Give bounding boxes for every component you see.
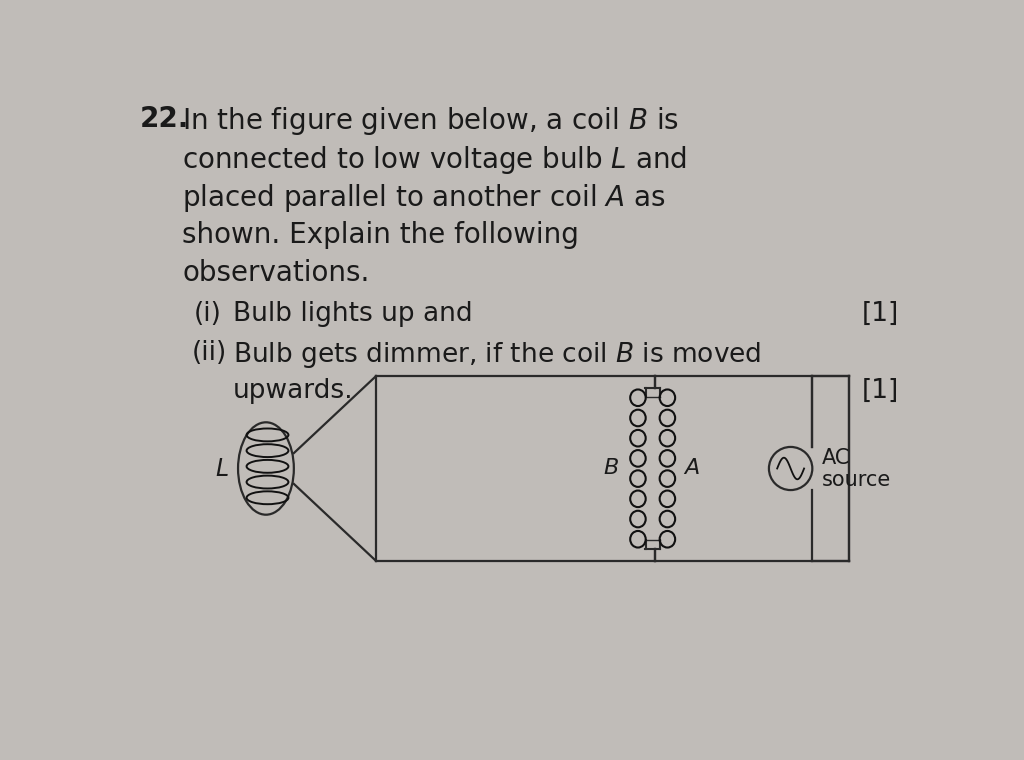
Text: connected to low voltage bulb $L$ and: connected to low voltage bulb $L$ and [182, 144, 687, 176]
Text: $A$: $A$ [683, 458, 699, 479]
Text: Bulb lights up and: Bulb lights up and [232, 302, 472, 328]
Text: [1]: [1] [862, 378, 899, 404]
Text: [1]: [1] [862, 302, 899, 328]
Text: AC: AC [821, 448, 850, 467]
Text: observations.: observations. [182, 259, 370, 287]
Text: In the figure given below, a coil $B$ is: In the figure given below, a coil $B$ is [182, 105, 679, 137]
Text: Bulb gets dimmer, if the coil $B$ is moved: Bulb gets dimmer, if the coil $B$ is mov… [232, 340, 761, 370]
Text: $L$: $L$ [215, 457, 228, 480]
Text: 22.: 22. [139, 105, 189, 133]
Text: (ii): (ii) [191, 340, 226, 366]
Text: (i): (i) [194, 302, 222, 328]
Text: upwards.: upwards. [232, 378, 353, 404]
Text: source: source [821, 470, 891, 490]
Circle shape [766, 444, 815, 493]
Text: placed parallel to another coil $A$ as: placed parallel to another coil $A$ as [182, 182, 666, 214]
Text: $B$: $B$ [603, 458, 618, 479]
Text: shown. Explain the following: shown. Explain the following [182, 220, 580, 249]
